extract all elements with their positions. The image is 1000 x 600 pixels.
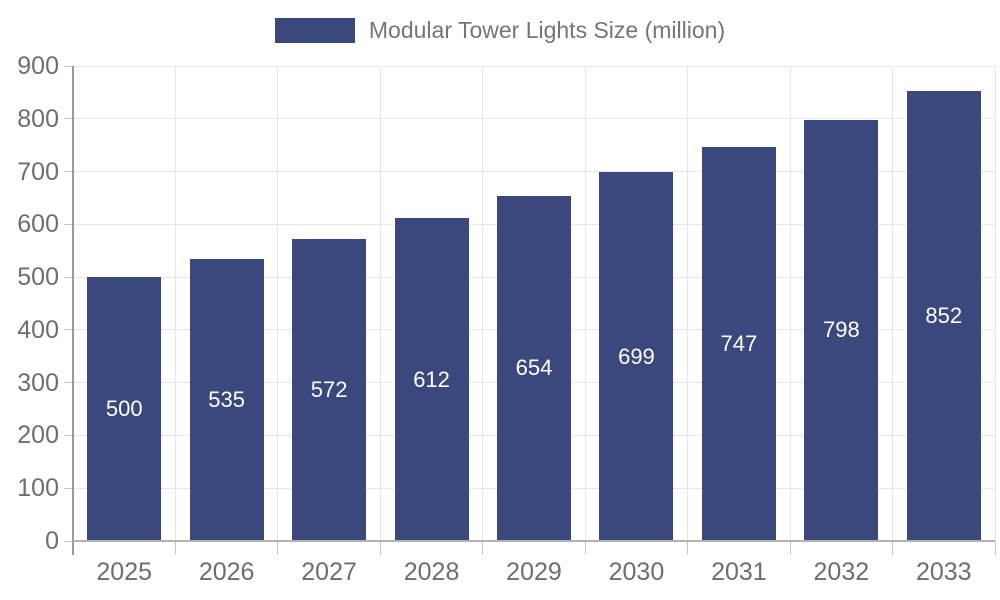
v-gridline xyxy=(379,66,381,541)
legend-swatch xyxy=(274,17,355,43)
bar xyxy=(395,218,469,541)
y-axis-tick xyxy=(64,487,73,489)
y-axis-label: 800 xyxy=(17,104,59,133)
y-axis-label: 500 xyxy=(17,263,59,292)
bar xyxy=(497,195,571,541)
h-gridline xyxy=(73,118,995,120)
y-axis-label: 600 xyxy=(17,210,59,239)
x-axis-line xyxy=(73,540,995,542)
x-axis-label: 2033 xyxy=(915,558,972,586)
y-axis-label: 200 xyxy=(17,421,59,450)
h-gridline xyxy=(73,65,995,67)
x-axis-tick xyxy=(379,541,381,555)
x-axis-label: 2027 xyxy=(301,558,357,586)
x-axis-label: 2031 xyxy=(711,558,767,586)
bar-value-label: 699 xyxy=(618,343,655,369)
x-axis-tick xyxy=(892,541,894,555)
v-gridline xyxy=(174,66,176,541)
x-axis-tick xyxy=(482,541,484,555)
v-gridline xyxy=(687,66,689,541)
bar xyxy=(702,146,776,541)
x-axis-label: 2029 xyxy=(506,558,562,586)
bar-value-label: 747 xyxy=(720,330,758,356)
x-axis-label: 2025 xyxy=(96,558,153,586)
x-axis-tick xyxy=(687,541,689,555)
v-gridline xyxy=(789,66,791,541)
y-axis-line xyxy=(72,66,74,555)
y-axis-label: 400 xyxy=(17,315,59,344)
x-axis-tick xyxy=(277,541,279,555)
y-axis-tick xyxy=(64,171,73,173)
bar-value-label: 798 xyxy=(822,317,860,343)
y-axis-tick xyxy=(64,223,73,225)
v-gridline xyxy=(994,66,996,541)
y-axis-tick xyxy=(64,382,73,384)
bar xyxy=(907,91,981,541)
x-axis-label: 2030 xyxy=(608,558,665,586)
bar xyxy=(87,277,161,541)
bar-value-label: 654 xyxy=(515,355,553,381)
y-axis-label: 0 xyxy=(45,527,59,555)
bar xyxy=(804,119,878,541)
y-axis-tick xyxy=(64,118,73,120)
bar xyxy=(599,172,673,541)
h-gridline xyxy=(73,171,995,173)
bar xyxy=(190,258,264,541)
bar-value-label: 612 xyxy=(413,366,450,392)
bar xyxy=(292,239,366,541)
x-axis-label: 2028 xyxy=(403,558,460,586)
x-axis-label: 2032 xyxy=(813,558,870,586)
v-gridline xyxy=(277,66,279,541)
y-axis-label: 700 xyxy=(17,157,59,186)
y-axis-tick xyxy=(64,540,73,542)
x-axis-label: 2026 xyxy=(198,558,255,586)
bar-value-label: 535 xyxy=(208,386,246,412)
v-gridline xyxy=(584,66,586,541)
y-axis-label: 100 xyxy=(17,474,59,503)
y-axis-tick xyxy=(64,434,73,436)
x-axis-tick xyxy=(789,541,791,555)
x-axis-tick xyxy=(174,541,176,555)
legend-label: Modular Tower Lights Size (million) xyxy=(368,17,726,43)
v-gridline xyxy=(482,66,484,541)
legend-item[interactable]: Modular Tower Lights Size (million) xyxy=(0,16,1000,44)
y-axis-label: 900 xyxy=(17,52,59,80)
y-axis-tick xyxy=(64,329,73,331)
bar-value-label: 852 xyxy=(925,303,963,329)
x-axis-tick xyxy=(584,541,586,555)
bar-value-label: 572 xyxy=(310,377,348,403)
bar-value-label: 500 xyxy=(105,396,143,422)
y-axis-tick xyxy=(64,65,73,67)
x-axis-tick xyxy=(994,541,996,555)
y-axis-tick xyxy=(64,276,73,278)
y-axis-label: 300 xyxy=(17,368,59,397)
v-gridline xyxy=(892,66,894,541)
